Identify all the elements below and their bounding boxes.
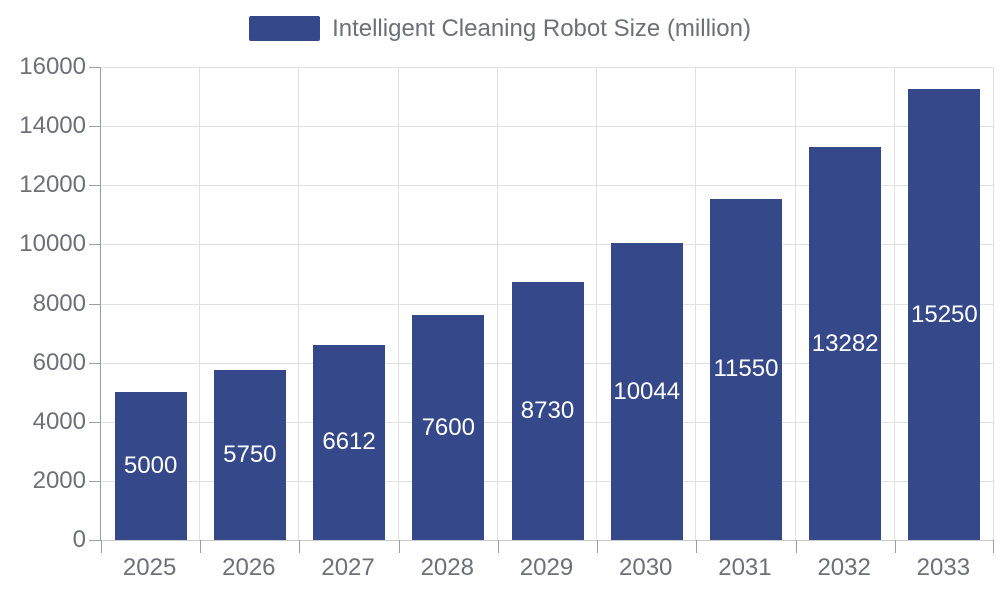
- legend[interactable]: Intelligent Cleaning Robot Size (million…: [0, 16, 1000, 41]
- horizontal-gridline: [101, 185, 994, 187]
- legend-label: Intelligent Cleaning Robot Size (million…: [332, 15, 751, 42]
- y-axis-tick-label: 12000: [19, 171, 86, 199]
- vertical-gridline: [298, 67, 300, 540]
- y-axis-tick: [89, 480, 101, 482]
- vertical-gridline: [794, 67, 796, 540]
- y-axis-tick: [89, 421, 101, 423]
- x-axis-tick-label: 2027: [321, 554, 375, 581]
- vertical-gridline: [695, 67, 697, 540]
- y-axis-tick-label: 6000: [32, 348, 86, 376]
- bar-value-label: 5000: [123, 452, 178, 480]
- x-axis-tick-label: 2030: [619, 554, 673, 581]
- vertical-gridline: [397, 67, 399, 540]
- bar-value-label: 6612: [322, 428, 376, 456]
- x-axis-tick-label: 2032: [817, 554, 871, 581]
- x-axis-tick: [696, 540, 698, 553]
- y-axis-tick: [89, 362, 101, 364]
- bar-value-label: 10044: [613, 377, 681, 405]
- x-axis-tick: [299, 540, 301, 553]
- y-axis-tick-label: 10000: [19, 230, 86, 258]
- x-axis-tick-label: 2033: [916, 554, 971, 581]
- y-axis-tick-label: 0: [72, 526, 86, 553]
- y-axis-tick-label: 8000: [32, 289, 86, 317]
- bar[interactable]: 10044: [610, 243, 683, 540]
- x-axis-tick-label: 2029: [519, 554, 574, 581]
- bar[interactable]: 6612: [313, 344, 386, 540]
- bar[interactable]: 5000: [114, 392, 187, 540]
- x-axis-tick: [398, 540, 400, 553]
- y-axis-tick: [89, 67, 101, 68]
- vertical-gridline: [893, 67, 895, 540]
- x-axis-tick: [200, 540, 202, 553]
- vertical-gridline: [496, 67, 498, 540]
- vertical-gridline: [993, 67, 994, 540]
- x-axis-tick: [993, 540, 994, 553]
- x-axis-tick: [497, 540, 499, 553]
- bar-value-label: 7600: [421, 413, 475, 441]
- y-axis-tick-label: 16000: [19, 53, 86, 80]
- bar-value-label: 13282: [811, 329, 879, 357]
- x-axis-tick-label: 2028: [420, 554, 474, 581]
- bar-value-label: 8730: [520, 396, 575, 424]
- y-axis-tick-label: 4000: [32, 407, 86, 435]
- y-axis-tick: [89, 303, 101, 305]
- bar-value-label: 11550: [713, 355, 779, 383]
- x-axis-tick-label: 2031: [718, 554, 772, 581]
- y-axis-tick: [89, 126, 101, 128]
- vertical-gridline: [199, 67, 201, 540]
- x-axis-tick: [795, 540, 797, 553]
- bar[interactable]: 15250: [908, 89, 981, 540]
- bar[interactable]: 11550: [709, 198, 782, 540]
- bar[interactable]: 5750: [213, 370, 286, 540]
- x-axis-tick: [101, 540, 102, 553]
- x-axis-tick-label: 2025: [122, 554, 177, 581]
- x-axis-tick-label: 2026: [222, 554, 276, 581]
- y-axis-tick: [89, 540, 101, 541]
- y-axis-tick-label: 14000: [19, 112, 86, 140]
- vertical-gridline: [596, 67, 598, 540]
- y-axis-tick: [89, 185, 101, 187]
- bar[interactable]: 7600: [412, 315, 485, 540]
- bar[interactable]: 8730: [511, 281, 584, 540]
- bar-value-label: 5750: [223, 441, 277, 468]
- y-axis-tick: [89, 244, 101, 246]
- bar[interactable]: 13282: [809, 147, 882, 540]
- bar-value-label: 15250: [911, 300, 978, 328]
- horizontal-gridline: [101, 67, 994, 68]
- x-axis-tick: [894, 540, 896, 553]
- plot-area: 5000 5750 6612 7600 8730 10044 11550 13282 15250: [89, 67, 994, 553]
- horizontal-gridline: [101, 126, 994, 128]
- y-axis-tick-label: 2000: [32, 466, 86, 494]
- horizontal-gridline: [101, 244, 994, 246]
- legend-swatch-icon: [249, 16, 321, 41]
- x-axis-tick: [597, 540, 599, 553]
